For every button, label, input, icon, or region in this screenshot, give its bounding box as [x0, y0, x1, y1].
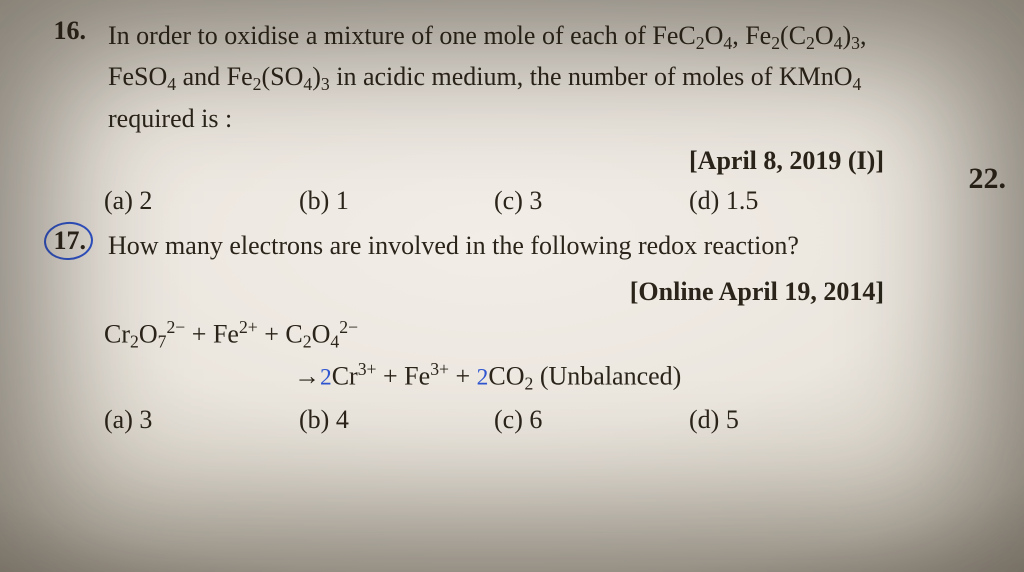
- pen-circle-icon: 17.: [54, 226, 87, 256]
- question-17-date: [Online April 19, 2014]: [630, 272, 884, 312]
- option-16c: (c) 3: [494, 181, 689, 221]
- side-question-number-22: 22.: [969, 162, 1007, 196]
- option-17b: (b) 4: [299, 400, 494, 440]
- question-17-date-row: [Online April 19, 2014]: [104, 272, 884, 312]
- question-16-body: In order to oxidise a mixture of one mol…: [108, 16, 888, 139]
- option-16d: (d) 1.5: [689, 181, 884, 221]
- option-16b: (b) 1: [299, 181, 494, 221]
- reaction-line-2: →2Cr3+ + Fe3+ + 2CO2 (Unbalanced): [104, 356, 884, 398]
- option-17c: (c) 6: [494, 400, 689, 440]
- question-number-17: 17.: [40, 226, 104, 256]
- option-16a: (a) 2: [104, 181, 299, 221]
- handwritten-2-icon: 2: [477, 365, 489, 391]
- handwritten-2-icon: 2: [320, 365, 332, 391]
- option-17d: (d) 5: [689, 400, 884, 440]
- page: 16. In order to oxidise a mixture of one…: [0, 0, 1024, 572]
- question-number-16: 16.: [40, 16, 104, 46]
- question-16-options: (a) 2 (b) 1 (c) 3 (d) 1.5: [104, 181, 884, 221]
- option-17a: (a) 3: [104, 400, 299, 440]
- question-16-date: [April 8, 2019 (I)]: [104, 141, 884, 181]
- question-17-body: How many electrons are involved in the f…: [108, 226, 888, 266]
- reaction-line-1: Cr2O72− + Fe2+ + C2O42−: [104, 314, 884, 356]
- question-16: 16. In order to oxidise a mixture of one…: [40, 16, 984, 139]
- question-17: 17. How many electrons are involved in t…: [40, 226, 984, 266]
- question-17-options: (a) 3 (b) 4 (c) 6 (d) 5: [104, 400, 884, 440]
